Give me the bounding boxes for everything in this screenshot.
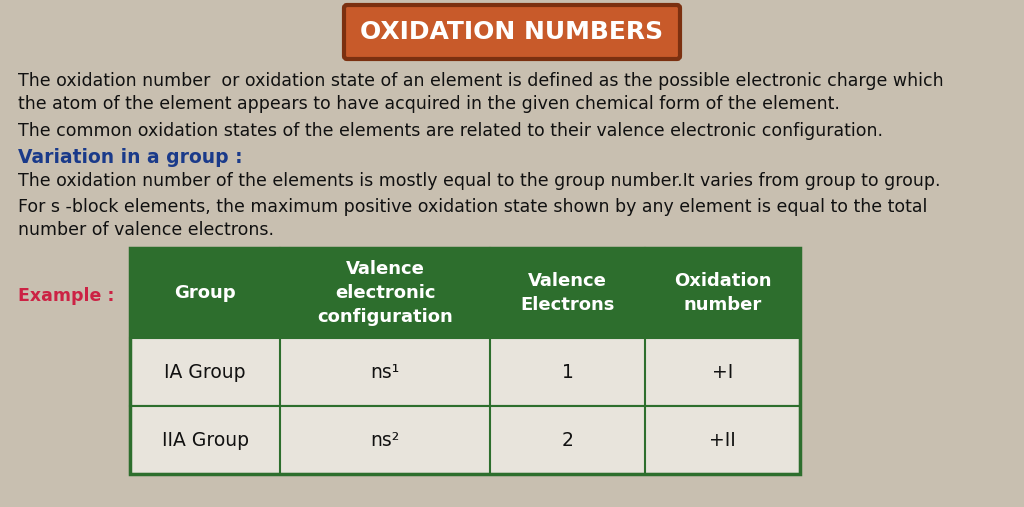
Text: +II: +II	[710, 430, 736, 450]
Text: Example :: Example :	[18, 287, 115, 305]
Text: ns¹: ns¹	[371, 363, 399, 381]
Text: OXIDATION NUMBERS: OXIDATION NUMBERS	[360, 20, 664, 44]
Text: Oxidation
number: Oxidation number	[674, 272, 771, 314]
Text: IIA Group: IIA Group	[162, 430, 249, 450]
Text: Group: Group	[174, 284, 236, 302]
Text: +I: +I	[712, 363, 733, 381]
FancyBboxPatch shape	[130, 406, 800, 474]
Text: Valence
electronic
configuration: Valence electronic configuration	[317, 261, 453, 325]
Text: For s -block elements, the maximum positive oxidation state shown by any element: For s -block elements, the maximum posit…	[18, 198, 928, 216]
Text: Valence
Electrons: Valence Electrons	[520, 272, 614, 314]
FancyBboxPatch shape	[344, 5, 680, 59]
Text: The oxidation number  or oxidation state of an element is defined as the possibl: The oxidation number or oxidation state …	[18, 72, 944, 90]
Text: ns²: ns²	[371, 430, 399, 450]
Text: The oxidation number of the elements is mostly equal to the group number.It vari: The oxidation number of the elements is …	[18, 172, 940, 190]
FancyBboxPatch shape	[130, 248, 800, 338]
Text: The common oxidation states of the elements are related to their valence electro: The common oxidation states of the eleme…	[18, 122, 883, 140]
Text: IA Group: IA Group	[164, 363, 246, 381]
FancyBboxPatch shape	[130, 338, 800, 406]
Text: 1: 1	[561, 363, 573, 381]
Text: the atom of the element appears to have acquired in the given chemical form of t: the atom of the element appears to have …	[18, 95, 840, 113]
Text: number of valence electrons.: number of valence electrons.	[18, 221, 274, 239]
Text: Variation in a group :: Variation in a group :	[18, 148, 243, 167]
Text: 2: 2	[561, 430, 573, 450]
